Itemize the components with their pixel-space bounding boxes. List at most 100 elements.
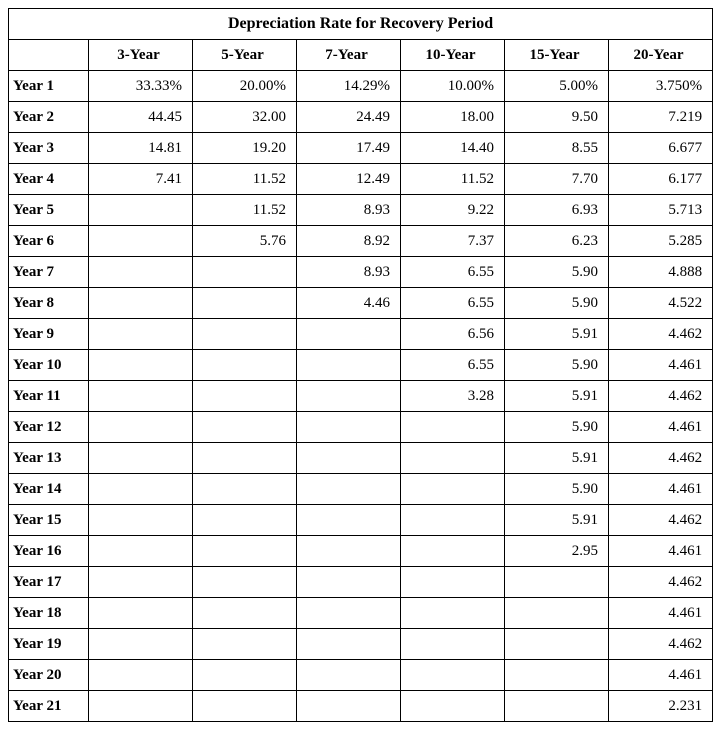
cell: 5.91 bbox=[505, 381, 609, 412]
cell: 4.462 bbox=[609, 381, 713, 412]
cell: 4.461 bbox=[609, 660, 713, 691]
table-row: Year 184.461 bbox=[9, 598, 713, 629]
table-row: Year 511.528.939.226.935.713 bbox=[9, 195, 713, 226]
cell: 4.462 bbox=[609, 443, 713, 474]
row-label: Year 14 bbox=[9, 474, 89, 505]
cell bbox=[89, 567, 193, 598]
cell: 3.750% bbox=[609, 71, 713, 102]
cell bbox=[193, 629, 297, 660]
cell: 8.55 bbox=[505, 133, 609, 164]
depreciation-table: Depreciation Rate for Recovery Period 3-… bbox=[8, 8, 713, 722]
cell bbox=[89, 443, 193, 474]
cell: 11.52 bbox=[401, 164, 505, 195]
cell: 4.522 bbox=[609, 288, 713, 319]
cell bbox=[297, 381, 401, 412]
cell: 6.677 bbox=[609, 133, 713, 164]
cell: 8.93 bbox=[297, 195, 401, 226]
cell: 3.28 bbox=[401, 381, 505, 412]
table-row: Year 135.914.462 bbox=[9, 443, 713, 474]
cell bbox=[297, 598, 401, 629]
cell bbox=[297, 319, 401, 350]
cell: 20.00% bbox=[193, 71, 297, 102]
cell: 11.52 bbox=[193, 195, 297, 226]
cell: 5.91 bbox=[505, 319, 609, 350]
cell bbox=[401, 629, 505, 660]
cell: 4.461 bbox=[609, 474, 713, 505]
cell bbox=[297, 350, 401, 381]
cell bbox=[401, 443, 505, 474]
cell bbox=[89, 226, 193, 257]
col-header-5year: 5-Year bbox=[193, 40, 297, 71]
row-label: Year 2 bbox=[9, 102, 89, 133]
cell: 5.90 bbox=[505, 412, 609, 443]
cell bbox=[297, 691, 401, 722]
cell: 7.37 bbox=[401, 226, 505, 257]
cell: 17.49 bbox=[297, 133, 401, 164]
cell bbox=[505, 691, 609, 722]
cell bbox=[193, 474, 297, 505]
table-row: Year 155.914.462 bbox=[9, 505, 713, 536]
cell: 5.713 bbox=[609, 195, 713, 226]
cell bbox=[193, 381, 297, 412]
cell: 2.231 bbox=[609, 691, 713, 722]
cell bbox=[297, 567, 401, 598]
table-row: Year 113.285.914.462 bbox=[9, 381, 713, 412]
col-header-7year: 7-Year bbox=[297, 40, 401, 71]
cell bbox=[89, 288, 193, 319]
cell: 14.81 bbox=[89, 133, 193, 164]
table-row: Year 133.33%20.00%14.29%10.00%5.00%3.750… bbox=[9, 71, 713, 102]
cell bbox=[193, 319, 297, 350]
cell bbox=[505, 660, 609, 691]
column-header-row: 3-Year 5-Year 7-Year 10-Year 15-Year 20-… bbox=[9, 40, 713, 71]
cell bbox=[89, 412, 193, 443]
cell bbox=[89, 691, 193, 722]
cell: 24.49 bbox=[297, 102, 401, 133]
cell: 44.45 bbox=[89, 102, 193, 133]
cell: 14.40 bbox=[401, 133, 505, 164]
cell bbox=[401, 505, 505, 536]
table-row: Year 162.954.461 bbox=[9, 536, 713, 567]
table-row: Year 174.462 bbox=[9, 567, 713, 598]
row-label: Year 19 bbox=[9, 629, 89, 660]
table-row: Year 204.461 bbox=[9, 660, 713, 691]
cell bbox=[297, 474, 401, 505]
col-header-20year: 20-Year bbox=[609, 40, 713, 71]
row-label: Year 16 bbox=[9, 536, 89, 567]
cell bbox=[297, 536, 401, 567]
cell bbox=[401, 536, 505, 567]
cell bbox=[193, 567, 297, 598]
cell: 7.41 bbox=[89, 164, 193, 195]
row-label: Year 4 bbox=[9, 164, 89, 195]
cell bbox=[89, 350, 193, 381]
cell: 6.55 bbox=[401, 350, 505, 381]
cell bbox=[193, 660, 297, 691]
cell: 8.93 bbox=[297, 257, 401, 288]
cell: 5.285 bbox=[609, 226, 713, 257]
row-label: Year 9 bbox=[9, 319, 89, 350]
cell: 18.00 bbox=[401, 102, 505, 133]
row-label: Year 21 bbox=[9, 691, 89, 722]
cell: 5.91 bbox=[505, 443, 609, 474]
cell: 6.55 bbox=[401, 257, 505, 288]
row-label: Year 5 bbox=[9, 195, 89, 226]
cell: 5.90 bbox=[505, 350, 609, 381]
cell bbox=[89, 660, 193, 691]
cell: 5.90 bbox=[505, 288, 609, 319]
cell: 7.219 bbox=[609, 102, 713, 133]
row-label: Year 17 bbox=[9, 567, 89, 598]
cell bbox=[193, 536, 297, 567]
cell bbox=[89, 505, 193, 536]
cell bbox=[505, 629, 609, 660]
row-label: Year 10 bbox=[9, 350, 89, 381]
cell: 19.20 bbox=[193, 133, 297, 164]
table-row: Year 78.936.555.904.888 bbox=[9, 257, 713, 288]
cell bbox=[401, 660, 505, 691]
row-label: Year 8 bbox=[9, 288, 89, 319]
col-header-10year: 10-Year bbox=[401, 40, 505, 71]
table-row: Year 244.4532.0024.4918.009.507.219 bbox=[9, 102, 713, 133]
cell bbox=[401, 598, 505, 629]
cell: 12.49 bbox=[297, 164, 401, 195]
cell: 7.70 bbox=[505, 164, 609, 195]
table-row: Year 106.555.904.461 bbox=[9, 350, 713, 381]
row-label: Year 7 bbox=[9, 257, 89, 288]
